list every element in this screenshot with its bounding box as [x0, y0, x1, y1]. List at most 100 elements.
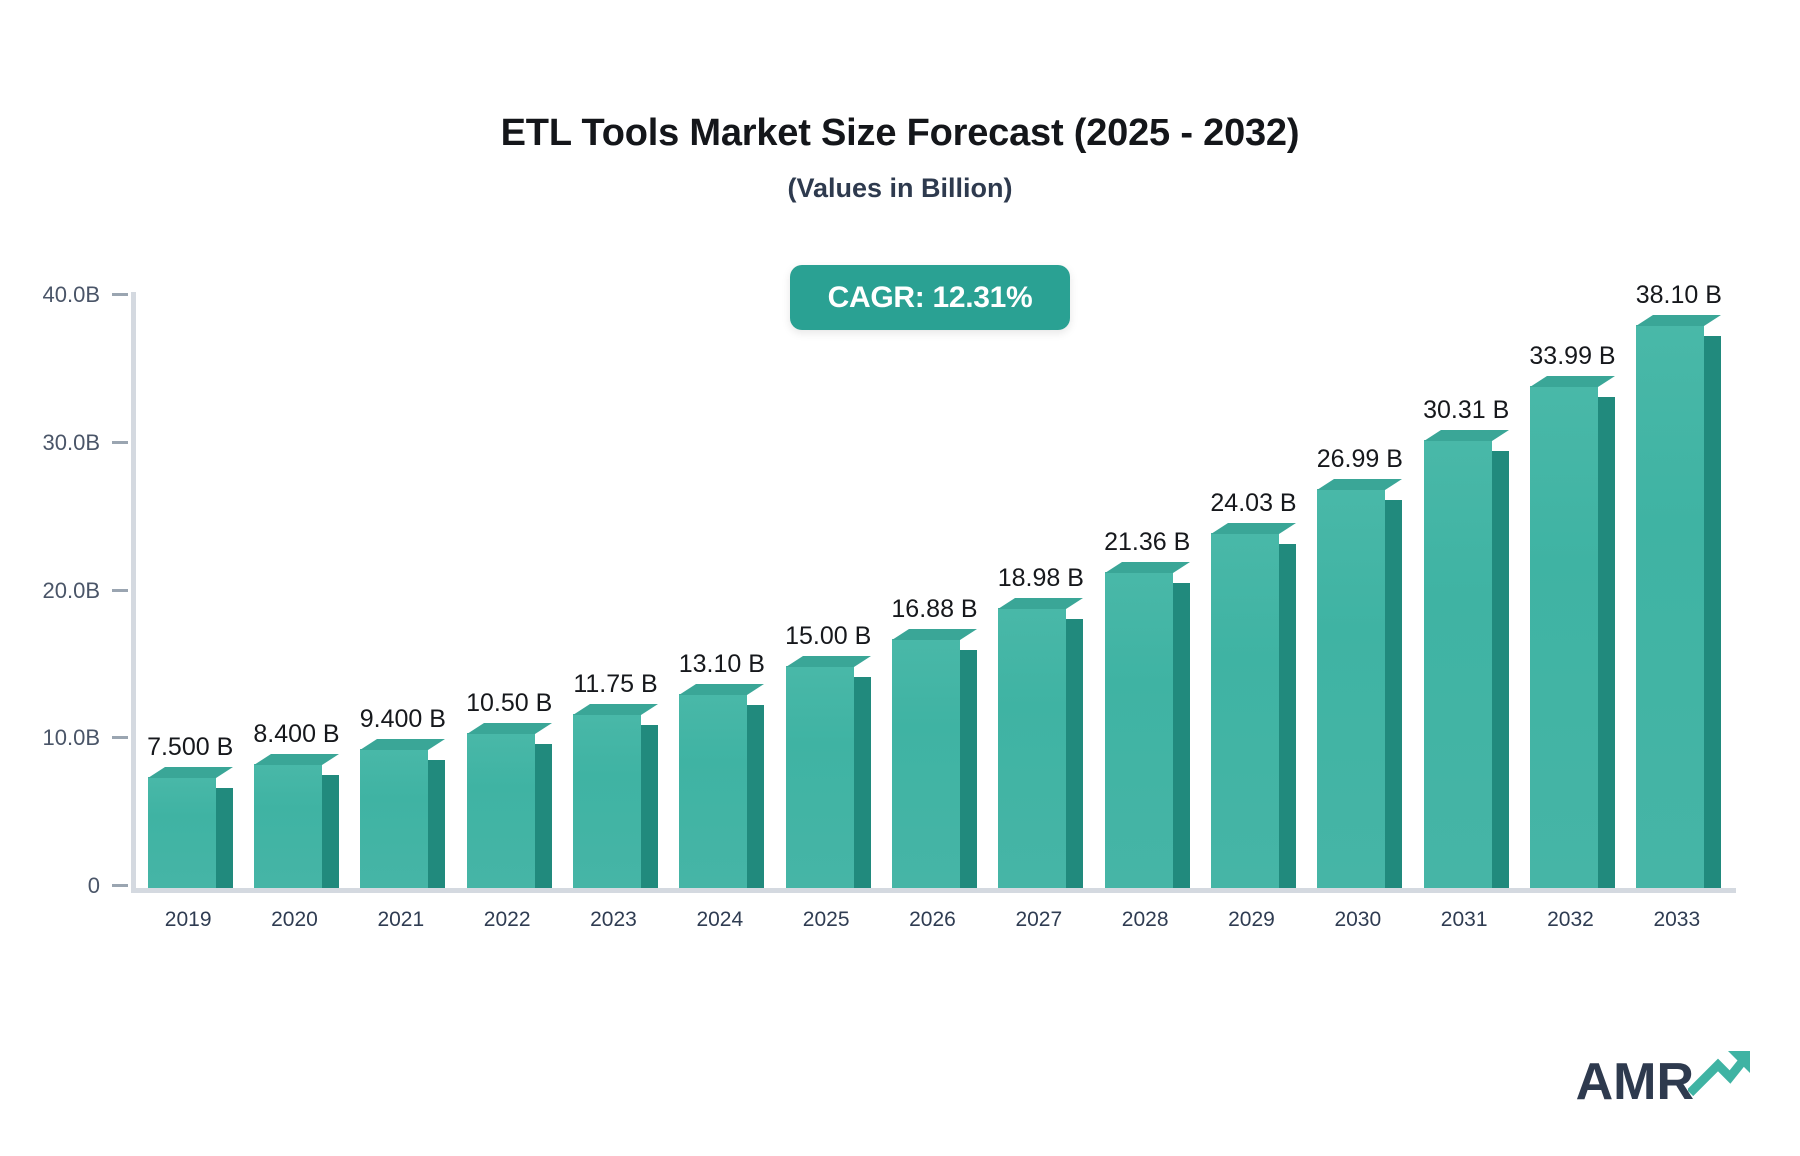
bar-column[interactable] — [254, 753, 339, 888]
bar-top-face — [1211, 522, 1296, 534]
bar-value-label: 15.00 B — [785, 622, 872, 651]
x-axis-label: 2023 — [590, 908, 637, 931]
bar-value-label: 16.88 B — [891, 594, 978, 623]
amr-logo-text: AMR — [1575, 1053, 1694, 1111]
bar-value-label: 13.10 B — [678, 650, 765, 679]
bar-value-label: 8.400 B — [253, 719, 340, 748]
page-subtitle: (Values in Billion) — [787, 173, 1013, 203]
bar-front-face — [998, 607, 1067, 888]
bar-value-label: 33.99 B — [1529, 341, 1616, 370]
bar-column[interactable] — [360, 739, 446, 888]
x-axis-label: 2027 — [1015, 908, 1063, 931]
bar-front-face — [254, 763, 322, 888]
x-axis-label: 2030 — [1334, 908, 1382, 931]
bar-front-face — [147, 777, 216, 888]
bar-value-label: 9.400 B — [359, 705, 446, 734]
y-axis-tick: 20.0B — [0, 578, 128, 604]
bar-top-face — [254, 753, 339, 765]
bar-column[interactable] — [785, 656, 871, 888]
x-axis-label: 2028 — [1121, 908, 1169, 931]
bar-value-label: 11.75 B — [573, 670, 658, 699]
x-axis-label: 2032 — [1547, 908, 1594, 931]
x-axis-label: 2031 — [1440, 908, 1488, 931]
page-title: ETL Tools Market Size Forecast (2025 - 2… — [500, 112, 1300, 154]
bar-side-face — [1598, 396, 1615, 888]
bar-side-face — [1491, 451, 1509, 888]
bar-side-face — [747, 705, 765, 888]
bar-top-face — [892, 628, 977, 640]
y-axis-tick-mark — [112, 588, 128, 592]
x-axis-label: 2021 — [377, 908, 425, 931]
bar-top-face — [1530, 375, 1615, 387]
y-axis-tick-label: 40.0B — [42, 282, 101, 307]
bar-front-face — [1104, 572, 1173, 888]
bar-side-face — [1279, 543, 1296, 888]
y-axis-tick: 0 — [0, 873, 128, 899]
bar-side-face — [1704, 336, 1722, 888]
bar-front-face — [1211, 532, 1279, 888]
bar-column[interactable] — [573, 704, 658, 888]
bar-front-face — [1423, 440, 1492, 888]
plot-area: 7.500 B 8.400 B 9.400 B 10.50 B 11.75 B 13.10… — [135, 281, 1730, 890]
x-axis-label: 2025 — [802, 908, 850, 931]
y-axis-tick: 40.0B — [0, 282, 128, 308]
bar-column[interactable] — [892, 628, 977, 888]
bar-side-face — [534, 743, 552, 888]
y-axis-tick-label: 30.0B — [42, 429, 101, 455]
x-axis-label: 2033 — [1653, 908, 1701, 931]
bar-front-face — [573, 714, 641, 888]
x-axis-label: 2020 — [271, 908, 318, 931]
bar-column[interactable] — [998, 597, 1084, 888]
y-axis-tick: 30.0B — [0, 430, 128, 456]
x-axis-line — [131, 888, 1736, 893]
bar-top-face — [679, 683, 765, 696]
bar-side-face — [960, 649, 977, 888]
bar-top-face — [1104, 561, 1190, 574]
bar-side-face — [641, 725, 658, 888]
y-axis-tick-mark — [112, 884, 128, 888]
bar-front-face — [1317, 489, 1386, 888]
bar-value-label: 10.50 B — [466, 688, 553, 717]
bar-front-face — [1636, 325, 1705, 888]
y-axis-line — [131, 292, 136, 892]
x-axis-label: 2019 — [164, 908, 212, 931]
y-axis-tick-mark — [112, 293, 128, 297]
bar-top-face — [147, 766, 233, 779]
bar-top-face — [998, 597, 1084, 609]
bar-side-face — [1385, 500, 1403, 888]
x-axis-label: 2022 — [483, 908, 531, 931]
bar-column[interactable] — [679, 684, 765, 888]
growth-arrow-icon — [1686, 1047, 1752, 1104]
bar-column[interactable] — [1211, 522, 1296, 888]
bar-value-label: 18.98 B — [997, 563, 1084, 592]
bar-front-face — [679, 694, 748, 888]
bar-front-face — [360, 749, 429, 888]
bar-side-face — [428, 760, 446, 888]
bar-column[interactable] — [1423, 430, 1509, 888]
y-axis-tick-label: 0 — [87, 873, 100, 898]
bar-side-face — [215, 788, 233, 888]
x-axis-label: 2029 — [1228, 908, 1275, 931]
y-axis-tick-label: 20.0B — [42, 577, 101, 603]
bar-value-label: 38.10 B — [1635, 281, 1722, 310]
bar-top-face — [1317, 478, 1403, 491]
amr-logo: AMR — [1576, 1047, 1752, 1108]
y-axis-tick-label: 10.0B — [42, 725, 101, 751]
bar-side-face — [322, 774, 339, 888]
y-axis-tick-mark — [112, 736, 128, 740]
bar-column[interactable] — [1530, 375, 1615, 888]
bar-column[interactable] — [1104, 562, 1190, 888]
bar-front-face — [1530, 385, 1598, 888]
cagr-badge: CAGR: 12.31% — [790, 265, 1070, 330]
bar-side-face — [1172, 583, 1190, 888]
x-axis-label: 2026 — [909, 908, 956, 931]
bar-top-face — [1423, 429, 1509, 442]
bar-column[interactable] — [147, 767, 233, 888]
bar-top-face — [360, 738, 446, 751]
bar-column[interactable] — [1636, 315, 1722, 888]
bar-column[interactable] — [466, 722, 552, 888]
bar-value-label: 30.31 B — [1423, 396, 1510, 425]
y-axis-tick-mark — [112, 440, 128, 444]
bar-column[interactable] — [1317, 479, 1403, 888]
